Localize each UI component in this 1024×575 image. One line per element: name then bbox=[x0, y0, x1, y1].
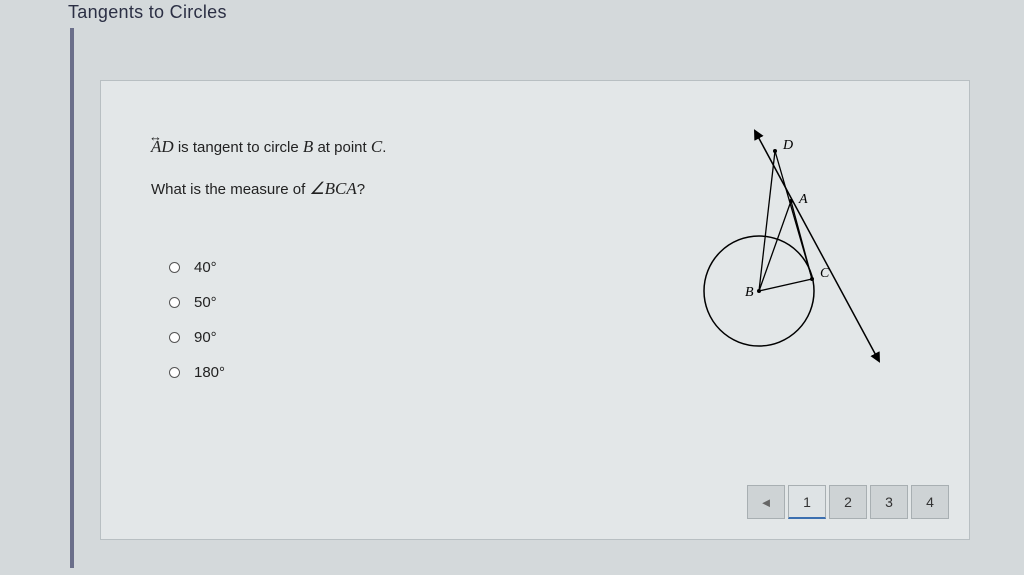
question-card: ↔ AD is tangent to circle B at point C. … bbox=[100, 80, 970, 540]
radio-icon bbox=[169, 367, 180, 378]
angle-name: BCA bbox=[325, 179, 357, 198]
prev-button[interactable]: ◄ bbox=[747, 485, 785, 519]
option-label: 50° bbox=[194, 294, 217, 311]
radio-icon bbox=[169, 262, 180, 273]
line-segment-AD: ↔ AD bbox=[151, 131, 174, 157]
svg-text:D: D bbox=[782, 138, 793, 153]
radio-icon bbox=[169, 297, 180, 308]
point-label: C bbox=[371, 137, 382, 156]
geometry-diagram: B C A D bbox=[629, 121, 909, 381]
stmt-part1: is tangent to circle bbox=[174, 139, 303, 156]
left-rule bbox=[70, 28, 74, 568]
angle-symbol: ∠ bbox=[309, 179, 324, 198]
prompt-prefix: What is the measure of bbox=[151, 181, 309, 198]
question-body: ↔ AD is tangent to circle B at point C. … bbox=[101, 81, 969, 381]
page-button-2[interactable]: 2 bbox=[829, 485, 867, 519]
stmt-part2: at point bbox=[313, 139, 371, 156]
page-button-3[interactable]: 3 bbox=[870, 485, 908, 519]
stmt-period: . bbox=[382, 139, 386, 156]
option-label: 40° bbox=[194, 259, 217, 276]
page-button-4[interactable]: 4 bbox=[911, 485, 949, 519]
two-way-arrow-icon: ↔ bbox=[149, 129, 161, 145]
prompt-suffix: ? bbox=[357, 181, 365, 198]
option-label: 90° bbox=[194, 329, 217, 346]
page-button-1[interactable]: 1 bbox=[788, 485, 826, 519]
pagination: ◄ 1 2 3 4 bbox=[747, 485, 949, 519]
svg-text:B: B bbox=[745, 285, 754, 300]
svg-text:C: C bbox=[820, 266, 830, 281]
radio-icon bbox=[169, 332, 180, 343]
option-label: 180° bbox=[194, 364, 225, 381]
svg-text:A: A bbox=[798, 192, 808, 207]
circle-label: B bbox=[303, 137, 313, 156]
page-heading-cropped: Tangents to Circles bbox=[0, 0, 1024, 23]
